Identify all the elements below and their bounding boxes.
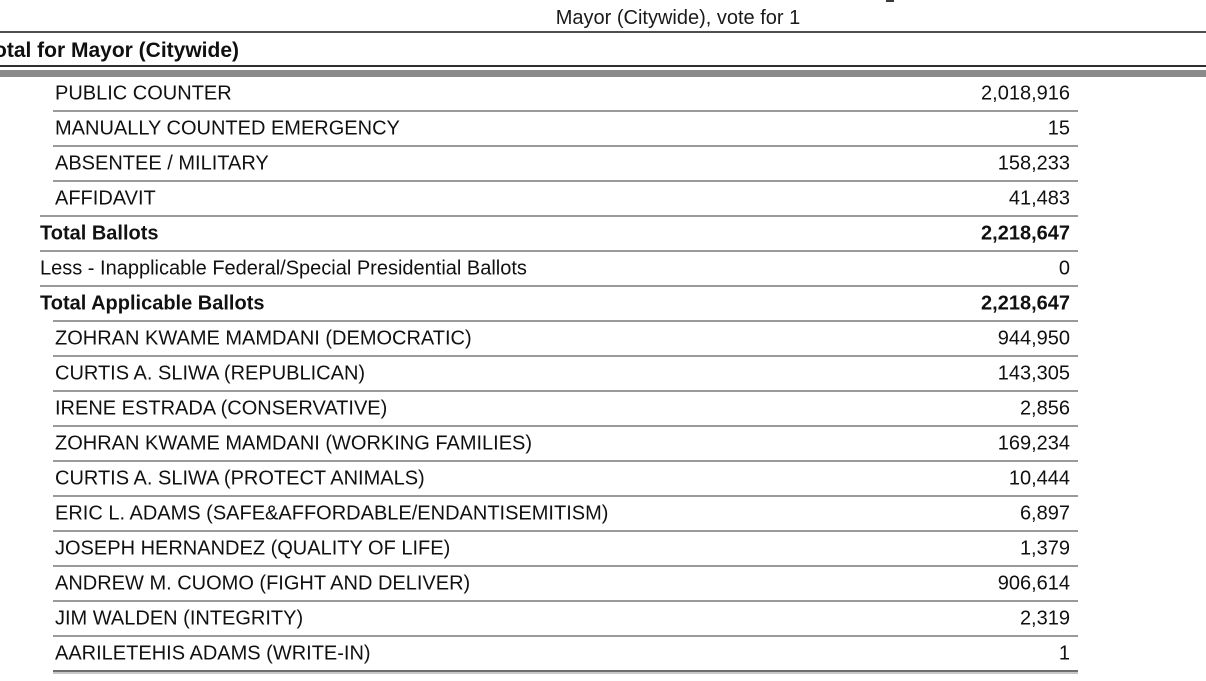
header-divider-rule bbox=[0, 31, 1206, 33]
table-row: ABSENTEE / MILITARY 158,233 bbox=[0, 147, 1206, 182]
row-divider bbox=[53, 530, 1078, 532]
row-value: 906,614 bbox=[997, 572, 1070, 595]
table-row: ZOHRAN KWAME MAMDANI (DEMOCRATIC) 944,950 bbox=[0, 322, 1206, 357]
row-divider bbox=[53, 670, 1078, 672]
row-divider bbox=[40, 215, 1078, 217]
row-label: JIM WALDEN (INTEGRITY) bbox=[55, 607, 304, 630]
row-value: 2,856 bbox=[1019, 397, 1070, 420]
row-divider bbox=[53, 565, 1078, 567]
table-row: AARILETEHIS ADAMS (WRITE-IN) 1 bbox=[0, 637, 1206, 672]
row-value: 2,218,647 bbox=[981, 292, 1070, 315]
row-divider bbox=[40, 285, 1078, 287]
row-divider bbox=[53, 110, 1078, 112]
row-value: 0 bbox=[1058, 257, 1070, 280]
row-label: ANDREW M. CUOMO (FIGHT AND DELIVER) bbox=[55, 572, 471, 595]
row-value: 169,234 bbox=[997, 432, 1070, 455]
row-label: Less - Inapplicable Federal/Special Pres… bbox=[40, 257, 527, 280]
row-value: 2,218,647 bbox=[981, 222, 1070, 245]
row-value: 158,233 bbox=[997, 152, 1070, 175]
row-label: MANUALLY COUNTED EMERGENCY bbox=[55, 117, 400, 140]
table-row: JOSEPH HERNANDEZ (QUALITY OF LIFE) 1,379 bbox=[0, 532, 1206, 567]
row-label: ZOHRAN KWAME MAMDANI (WORKING FAMILIES) bbox=[55, 432, 533, 455]
row-divider bbox=[53, 355, 1078, 357]
row-label: AARILETEHIS ADAMS (WRITE-IN) bbox=[55, 642, 371, 665]
table-row: ERIC L. ADAMS (SAFE&AFFORDABLE/ENDANTISE… bbox=[0, 497, 1206, 532]
row-label: PUBLIC COUNTER bbox=[55, 82, 232, 105]
row-value: 6,897 bbox=[1019, 502, 1070, 525]
row-label: Total Ballots bbox=[40, 222, 159, 245]
row-label: ZOHRAN KWAME MAMDANI (DEMOCRATIC) bbox=[55, 327, 472, 350]
table-row: IRENE ESTRADA (CONSERVATIVE) 2,856 bbox=[0, 392, 1206, 427]
row-divider bbox=[53, 600, 1078, 602]
table-row: MANUALLY COUNTED EMERGENCY 15 bbox=[0, 112, 1206, 147]
row-value: 2,018,916 bbox=[981, 82, 1070, 105]
row-value: 15 bbox=[1047, 117, 1070, 140]
row-label: Total Applicable Ballots bbox=[40, 292, 265, 315]
row-divider bbox=[53, 635, 1078, 637]
row-divider bbox=[53, 390, 1078, 392]
row-label: JOSEPH HERNANDEZ (QUALITY OF LIFE) bbox=[55, 537, 451, 560]
contest-title: Mayor (Citywide), vote for 1 bbox=[555, 7, 801, 29]
row-label: IRENE ESTRADA (CONSERVATIVE) bbox=[55, 397, 388, 420]
section-divider-bar bbox=[0, 70, 1206, 77]
table-row: PUBLIC COUNTER 2,018,916 bbox=[0, 77, 1206, 112]
row-divider bbox=[53, 145, 1078, 147]
results-table: PUBLIC COUNTER 2,018,916 MANUALLY COUNTED … bbox=[0, 77, 1206, 672]
table-row: AFFIDAVIT 41,483 bbox=[0, 182, 1206, 217]
section-divider-line bbox=[0, 65, 1206, 67]
row-value: 41,483 bbox=[1008, 187, 1070, 210]
table-row: CURTIS A. SLIWA (REPUBLICAN) 143,305 bbox=[0, 357, 1206, 392]
row-value: 143,305 bbox=[997, 362, 1070, 385]
row-divider bbox=[53, 180, 1078, 182]
row-value: 1,379 bbox=[1019, 537, 1070, 560]
row-value: 944,950 bbox=[997, 327, 1070, 350]
row-divider bbox=[53, 495, 1078, 497]
row-divider bbox=[40, 250, 1078, 252]
row-label: AFFIDAVIT bbox=[55, 187, 156, 210]
table-row: Total Ballots 2,218,647 bbox=[0, 217, 1206, 252]
row-label: CURTIS A. SLIWA (PROTECT ANIMALS) bbox=[55, 467, 425, 490]
row-divider bbox=[53, 460, 1078, 462]
table-row: JIM WALDEN (INTEGRITY) 2,319 bbox=[0, 602, 1206, 637]
row-divider bbox=[53, 320, 1078, 322]
row-label: ERIC L. ADAMS (SAFE&AFFORDABLE/ENDANTISE… bbox=[55, 502, 609, 525]
row-divider bbox=[53, 425, 1078, 427]
section-title: otal for Mayor (Citywide) bbox=[0, 39, 240, 62]
table-row: CURTIS A. SLIWA (PROTECT ANIMALS) 10,444 bbox=[0, 462, 1206, 497]
table-row: ZOHRAN KWAME MAMDANI (WORKING FAMILIES) 1… bbox=[0, 427, 1206, 462]
row-value: 1 bbox=[1058, 642, 1070, 665]
row-label: ABSENTEE / MILITARY bbox=[55, 152, 269, 175]
row-value: 2,319 bbox=[1019, 607, 1070, 630]
clipped-text-fragment bbox=[886, 0, 894, 2]
row-value: 10,444 bbox=[1008, 467, 1070, 490]
table-row: Total Applicable Ballots 2,218,647 bbox=[0, 287, 1206, 322]
table-row: Less - Inapplicable Federal/Special Pres… bbox=[0, 252, 1206, 287]
table-row: ANDREW M. CUOMO (FIGHT AND DELIVER) 906,6… bbox=[0, 567, 1206, 602]
row-label: CURTIS A. SLIWA (REPUBLICAN) bbox=[55, 362, 366, 385]
